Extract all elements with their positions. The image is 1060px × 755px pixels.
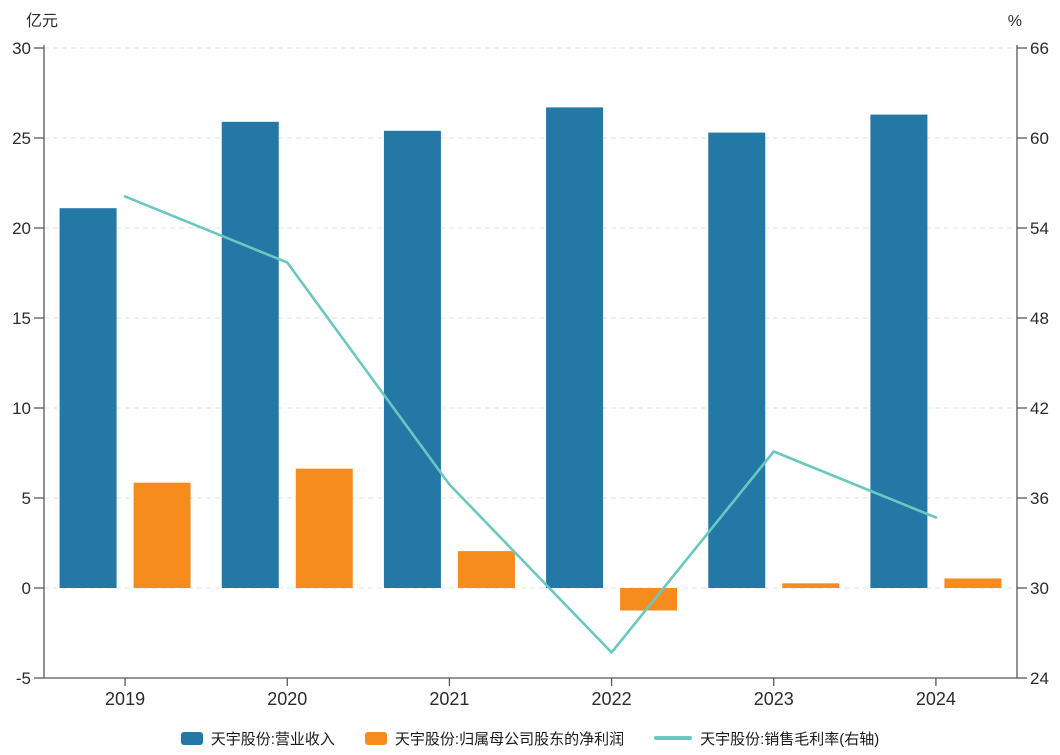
- bar-series2-2019: [133, 482, 191, 588]
- bar-series1-2022: [546, 107, 604, 589]
- right-tick-label-36: 36: [1030, 489, 1049, 508]
- bar-series1-2023: [708, 132, 766, 588]
- legend-label: 天宇股份:销售毛利率(右轴): [700, 730, 880, 748]
- bar-series2-2024: [944, 578, 1002, 588]
- right-tick-label-60: 60: [1030, 129, 1049, 148]
- bar-series2-2021: [457, 551, 515, 588]
- right-tick-label-66: 66: [1030, 39, 1049, 58]
- legend-label: 天宇股份:归属母公司股东的净利润: [394, 730, 625, 748]
- left-tick-label-15: 15: [12, 309, 31, 328]
- line-series-gross-margin: [123, 195, 938, 654]
- legend-bar-swatch-icon: [180, 731, 203, 745]
- bar-series2-2022: [620, 588, 678, 611]
- right-tick-label-42: 42: [1030, 399, 1049, 418]
- bar-series2-2020: [295, 468, 353, 588]
- right-tick-label-30: 30: [1030, 579, 1049, 598]
- bar-series1-2020: [221, 121, 279, 589]
- legend-label: 天宇股份:营业收入: [210, 730, 335, 748]
- left-tick-label-20: 20: [12, 219, 31, 238]
- legend-item-3: 天宇股份:销售毛利率(右轴): [654, 728, 879, 749]
- left-tick-label-30: 30: [12, 39, 31, 58]
- x-tick-label-2020: 2020: [267, 689, 307, 709]
- x-tick-label-2019: 2019: [105, 689, 145, 709]
- legend-bar-swatch-icon: [364, 731, 387, 745]
- left-tick-label--5: -5: [16, 669, 31, 688]
- x-tick-label-2024: 2024: [916, 689, 956, 709]
- bar-series2-2023: [782, 583, 840, 588]
- left-tick-label-25: 25: [12, 129, 31, 148]
- left-tick-label-10: 10: [12, 399, 31, 418]
- right-tick-label-54: 54: [1030, 219, 1049, 238]
- bar-series1-2021: [383, 130, 441, 589]
- left-tick-label-0: 0: [22, 579, 31, 598]
- bar-series1-2019: [59, 208, 117, 588]
- right-tick-label-48: 48: [1030, 309, 1049, 328]
- legend-item-1: 天宇股份:营业收入: [180, 728, 335, 749]
- x-tick-label-2021: 2021: [429, 689, 469, 709]
- combo-chart: 30 25 20 15 10 5 0 -5 66 60 54 48 42 36 30 24 2019 2020 20…: [12, 12, 1049, 709]
- bar-series1-2024: [870, 114, 928, 588]
- legend-line-swatch-icon: [654, 736, 693, 740]
- legend: 天宇股份:营业收入 天宇股份:归属母公司股东的净利润 天宇股份:销售毛利率(右轴): [0, 724, 1060, 752]
- right-axis-unit-label: %: [1008, 13, 1022, 30]
- right-tick-label-24: 24: [1030, 669, 1049, 688]
- legend-item-2: 天宇股份:归属母公司股东的净利润: [364, 728, 625, 749]
- left-axis-unit-label: 亿元: [26, 12, 58, 30]
- x-tick-label-2023: 2023: [754, 689, 794, 709]
- x-tick-label-2022: 2022: [592, 689, 632, 709]
- left-tick-label-5: 5: [22, 489, 31, 508]
